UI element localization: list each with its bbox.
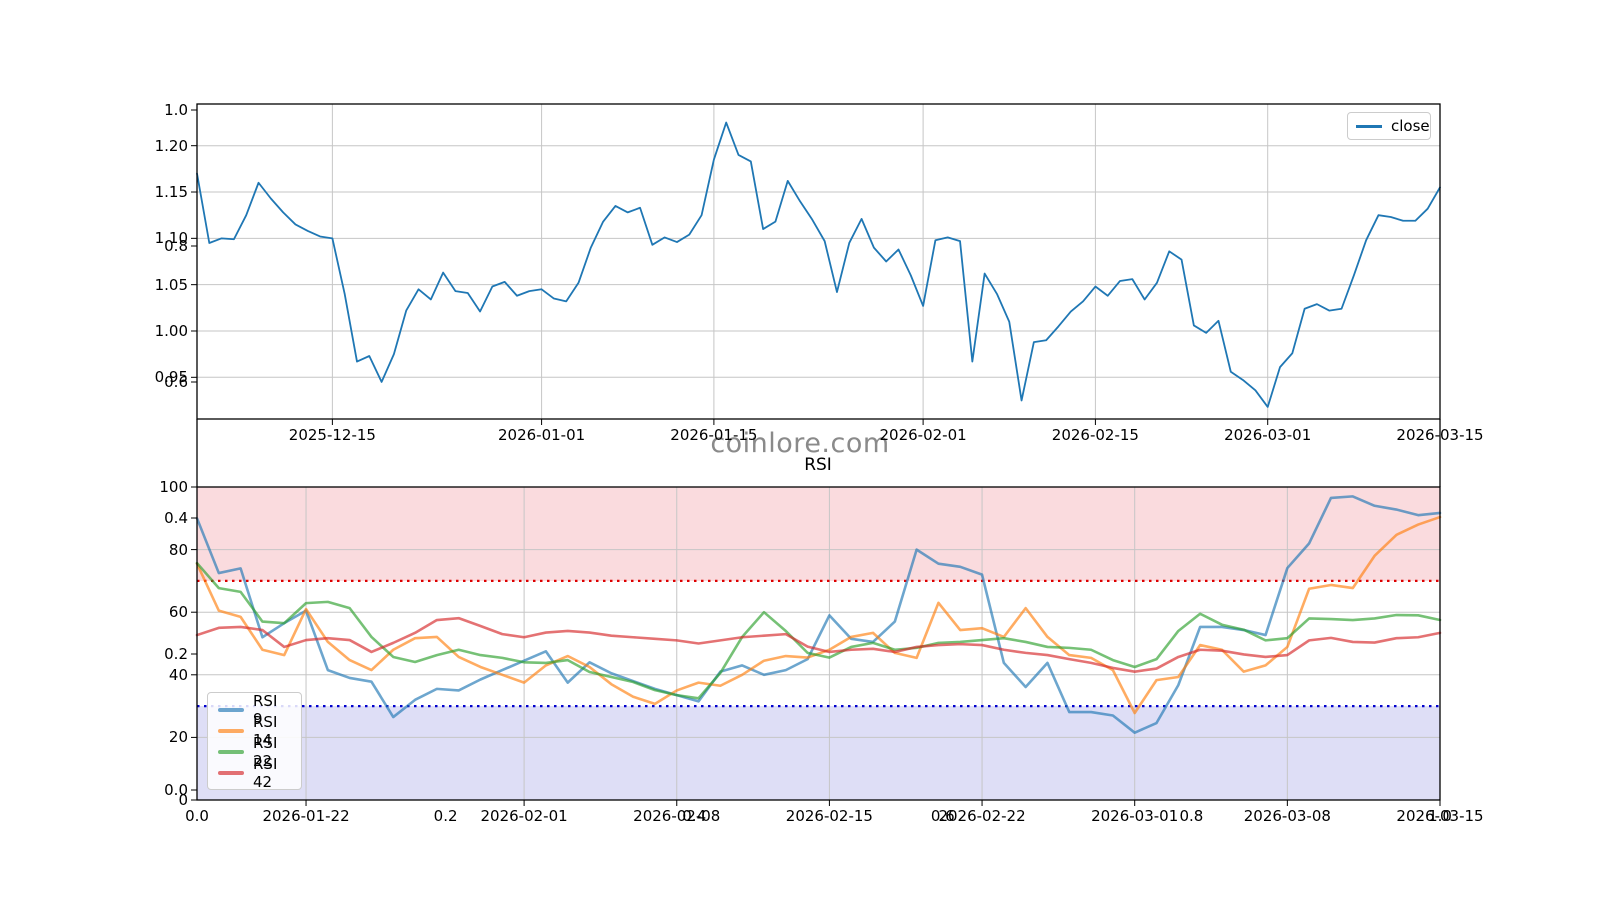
price-ytick-label: 1.15 bbox=[154, 183, 188, 201]
rsi-ytick-label: 0 bbox=[178, 791, 188, 809]
figure-xtick-label: 0.6 bbox=[930, 807, 955, 825]
rsi-legend-item: RSI 42 bbox=[218, 755, 291, 791]
close-line-sample bbox=[1356, 124, 1382, 128]
rsi14-line-sample bbox=[218, 728, 244, 733]
legend-label-rsi22: RSI 22 bbox=[253, 733, 278, 770]
rsi-line-rsi14 bbox=[195, 515, 1442, 715]
rsi-xtick-label: 2026-03-01 bbox=[1091, 807, 1179, 825]
rsi-line-rsi22 bbox=[195, 561, 1442, 700]
watermark: coinlore.com bbox=[710, 428, 890, 459]
figure-xtick-label: 1.0 bbox=[1428, 807, 1452, 825]
price-ytick-label: 1.20 bbox=[154, 136, 188, 155]
price-xtick-label: 2026-01-15 bbox=[670, 426, 758, 444]
figure-xtick-label: 0.0 bbox=[185, 807, 209, 825]
legend-label-rsi42: RSI 42 bbox=[253, 754, 278, 791]
legend-label-rsi9: RSI 9 bbox=[253, 691, 278, 728]
rsi-ytick-label: 20 bbox=[168, 728, 188, 747]
price-xtick-label: 2026-03-01 bbox=[1224, 426, 1312, 444]
rsi-ytick-label: 40 bbox=[168, 665, 188, 684]
rsi-chart-title: RSI bbox=[804, 455, 832, 475]
rsi-ytick-label: 80 bbox=[168, 540, 188, 559]
rsi-xtick-label: 2026-02-15 bbox=[785, 807, 873, 825]
figure-ytick-label: 0.4 bbox=[164, 509, 188, 527]
rsi42-line-sample bbox=[218, 770, 244, 775]
figure-xtick-label: 0.4 bbox=[682, 807, 707, 825]
rsi-line-rsi42 bbox=[195, 616, 1442, 673]
price-xtick-label: 2026-02-15 bbox=[1051, 426, 1139, 444]
price-ytick-label: 0.95 bbox=[154, 368, 188, 387]
figure-ytick-label: 0.2 bbox=[164, 645, 188, 663]
price-ytick-label: 1.10 bbox=[154, 229, 188, 248]
price-ytick-label: 1.00 bbox=[154, 321, 188, 340]
price-ytick-label: 1.05 bbox=[154, 275, 188, 294]
rsi-xtick-label: 2026-02-22 bbox=[938, 807, 1026, 825]
figure-ytick-label: 0.6 bbox=[164, 373, 188, 391]
rsi-legend-item: RSI 14 bbox=[218, 713, 291, 749]
figure-ytick-label: 0.8 bbox=[164, 237, 188, 255]
price-xtick-label: 2026-03-15 bbox=[1396, 426, 1484, 444]
rsi-ytick-label: 100 bbox=[159, 478, 188, 496]
figure-ytick-label: 1.0 bbox=[164, 101, 188, 119]
rsi-ytick-label: 60 bbox=[168, 603, 188, 622]
price-xtick-label: 2026-01-01 bbox=[498, 426, 586, 444]
close-line bbox=[196, 121, 1441, 408]
price-xtick-label: 2025-12-15 bbox=[288, 426, 376, 444]
overbought-band bbox=[197, 487, 1440, 581]
figure-xtick-label: 0.8 bbox=[1179, 807, 1204, 825]
price-legend: close bbox=[1347, 112, 1431, 140]
rsi-xtick-label: 2026-01-22 bbox=[262, 807, 350, 825]
price-spines bbox=[196, 103, 1441, 420]
rsi-xtick-label: 2026-03-08 bbox=[1243, 807, 1331, 825]
rsi-legend-item: RSI 22 bbox=[218, 734, 291, 770]
rsi-spines bbox=[196, 486, 1441, 801]
legend-label-rsi14: RSI 14 bbox=[253, 712, 278, 749]
rsi-xtick-label: 2026-03-15 bbox=[1396, 807, 1484, 825]
figure-xtick-label: 0.2 bbox=[433, 807, 458, 825]
rsi-legend-item: RSI 9 bbox=[218, 692, 291, 728]
figure-ytick-label: 0.0 bbox=[164, 781, 188, 799]
rsi22-line-sample bbox=[218, 749, 244, 754]
rsi-legend: RSI 9 RSI 14 RSI 22 RSI 42 bbox=[207, 692, 302, 791]
legend-label-close: close bbox=[1391, 117, 1430, 135]
rsi9-line-sample bbox=[218, 707, 244, 712]
oversold-band bbox=[197, 706, 1440, 800]
rsi-xtick-label: 2026-02-01 bbox=[480, 807, 568, 825]
rsi-xtick-label: 2026-02-08 bbox=[633, 807, 721, 825]
price-xtick-label: 2026-02-01 bbox=[879, 426, 967, 444]
